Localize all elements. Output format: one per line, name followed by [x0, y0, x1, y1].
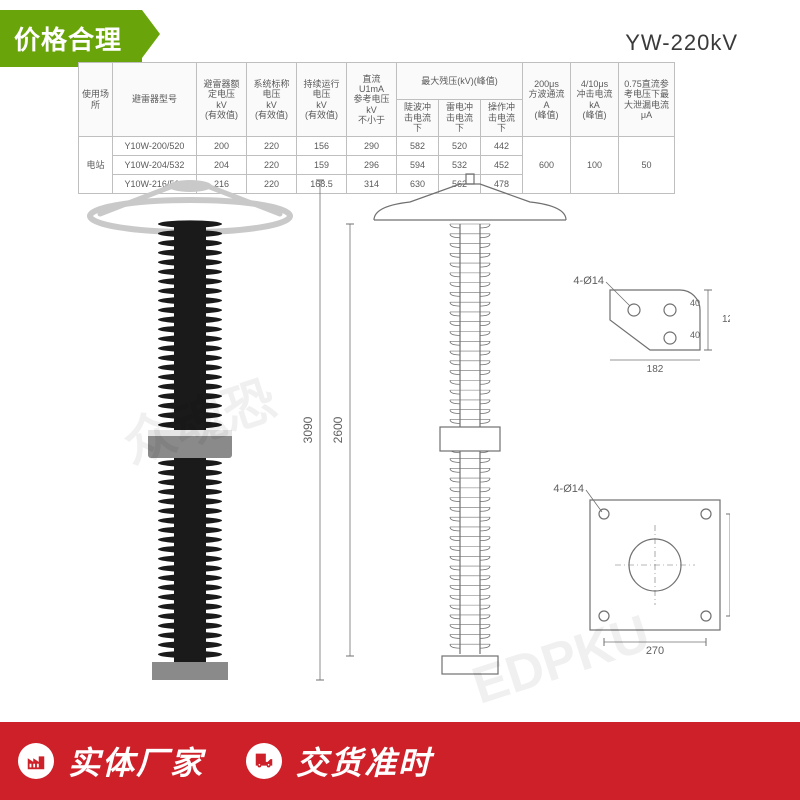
table-header: 直流U1mA参考电压kV不小于	[347, 63, 397, 137]
svg-text:4-Ø14: 4-Ø14	[573, 275, 604, 287]
diagram-svg: 309026004-Ø1412040401824-Ø14270340270	[70, 170, 730, 710]
price-tag-text: 价格合理	[14, 25, 122, 55]
product-sheet: 价格合理 YW-220kV 使用场所避雷器型号避雷器额定电压kV(有效值)系统标…	[0, 0, 800, 800]
table-row: 电站Y10W-200/52020022015629058252044260010…	[79, 137, 675, 156]
slogan-factory: 实体厂家	[18, 738, 204, 784]
table-cell: 290	[347, 137, 397, 156]
table-header: 最大残压(kV)(峰值)	[397, 63, 523, 100]
svg-text:4-Ø14: 4-Ø14	[553, 483, 584, 495]
table-header: 使用场所	[79, 63, 113, 137]
price-tag-ribbon: 价格合理	[0, 10, 142, 67]
model-title: YW-220kV	[625, 30, 738, 56]
factory-icon	[18, 743, 54, 779]
table-header: 200μs方波通流A(峰值)	[523, 63, 571, 137]
diagram-area: 309026004-Ø1412040401824-Ø14270340270	[70, 170, 730, 710]
table-cell: 220	[247, 137, 297, 156]
table-header: 系统标称电压kV(有效值)	[247, 63, 297, 137]
slogan-factory-label: 实体厂家	[68, 738, 204, 784]
table-header: 避雷器额定电压kV(有效值)	[197, 63, 247, 137]
table-subheader: 雷电冲击电流下	[439, 100, 481, 137]
slogan-delivery-label: 交货准时	[296, 738, 432, 784]
table-header: 持续运行电压kV(有效值)	[297, 63, 347, 137]
table-header: 避雷器型号	[113, 63, 197, 137]
svg-text:182: 182	[647, 364, 664, 375]
table-cell: 200	[197, 137, 247, 156]
table-subheader: 陡波冲击电流下	[397, 100, 439, 137]
svg-text:2600: 2600	[331, 416, 345, 443]
truck-icon	[246, 743, 282, 779]
table-cell: 156	[297, 137, 347, 156]
svg-text:40: 40	[690, 298, 700, 308]
table-cell: Y10W-200/520	[113, 137, 197, 156]
svg-text:270: 270	[646, 645, 664, 657]
table-header: 4/10μs冲击电流kA(峰值)	[571, 63, 619, 137]
table-cell: 442	[481, 137, 523, 156]
svg-text:3090: 3090	[301, 416, 315, 443]
slogan-delivery: 交货准时	[246, 738, 432, 784]
svg-text:40: 40	[690, 330, 700, 340]
table-cell: 520	[439, 137, 481, 156]
table-cell: 582	[397, 137, 439, 156]
table-header: 0.75直流参考电压下最大泄漏电流μA	[619, 63, 675, 137]
table-subheader: 操作冲击电流下	[481, 100, 523, 137]
bottom-bar: 实体厂家 交货准时	[0, 722, 800, 800]
svg-text:120: 120	[722, 314, 730, 325]
